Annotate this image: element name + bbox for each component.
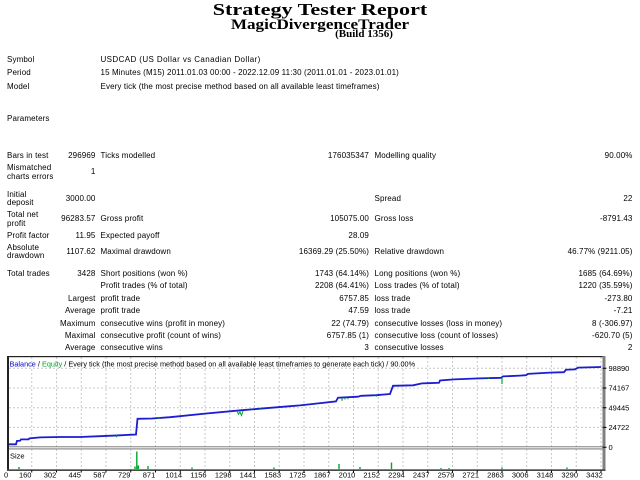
svg-text:1441: 1441 [240, 471, 257, 480]
svg-text:98890: 98890 [609, 364, 630, 373]
svg-text:2721: 2721 [462, 471, 479, 480]
svg-text:1298: 1298 [215, 471, 232, 480]
svg-text:871: 871 [143, 471, 156, 480]
svg-text:3148: 3148 [537, 471, 554, 480]
svg-text:1725: 1725 [289, 471, 306, 480]
svg-text:729: 729 [118, 471, 131, 480]
svg-text:0: 0 [609, 443, 613, 452]
svg-text:24722: 24722 [609, 423, 630, 432]
svg-text:2152: 2152 [363, 471, 380, 480]
svg-text:2437: 2437 [413, 471, 430, 480]
svg-text:445: 445 [68, 471, 81, 480]
svg-text:3290: 3290 [561, 471, 578, 480]
svg-text:49445: 49445 [609, 403, 630, 412]
svg-text:160: 160 [19, 471, 32, 480]
svg-text:Balance / Equity / Every tick: Balance / Equity / Every tick (the most … [10, 359, 416, 368]
svg-text:2294: 2294 [388, 471, 405, 480]
svg-text:3432: 3432 [586, 471, 603, 480]
svg-text:2863: 2863 [487, 471, 504, 480]
svg-text:1014: 1014 [165, 471, 182, 480]
svg-text:302: 302 [44, 471, 57, 480]
svg-text:1156: 1156 [190, 471, 206, 480]
svg-text:1867: 1867 [314, 471, 331, 480]
svg-text:1583: 1583 [264, 471, 281, 480]
svg-text:2010: 2010 [339, 471, 356, 480]
svg-text:2579: 2579 [438, 471, 455, 480]
svg-text:0: 0 [4, 471, 8, 480]
svg-text:74167: 74167 [609, 384, 630, 393]
svg-text:Size: Size [10, 452, 25, 461]
svg-text:587: 587 [93, 471, 106, 480]
svg-text:3006: 3006 [512, 471, 529, 480]
